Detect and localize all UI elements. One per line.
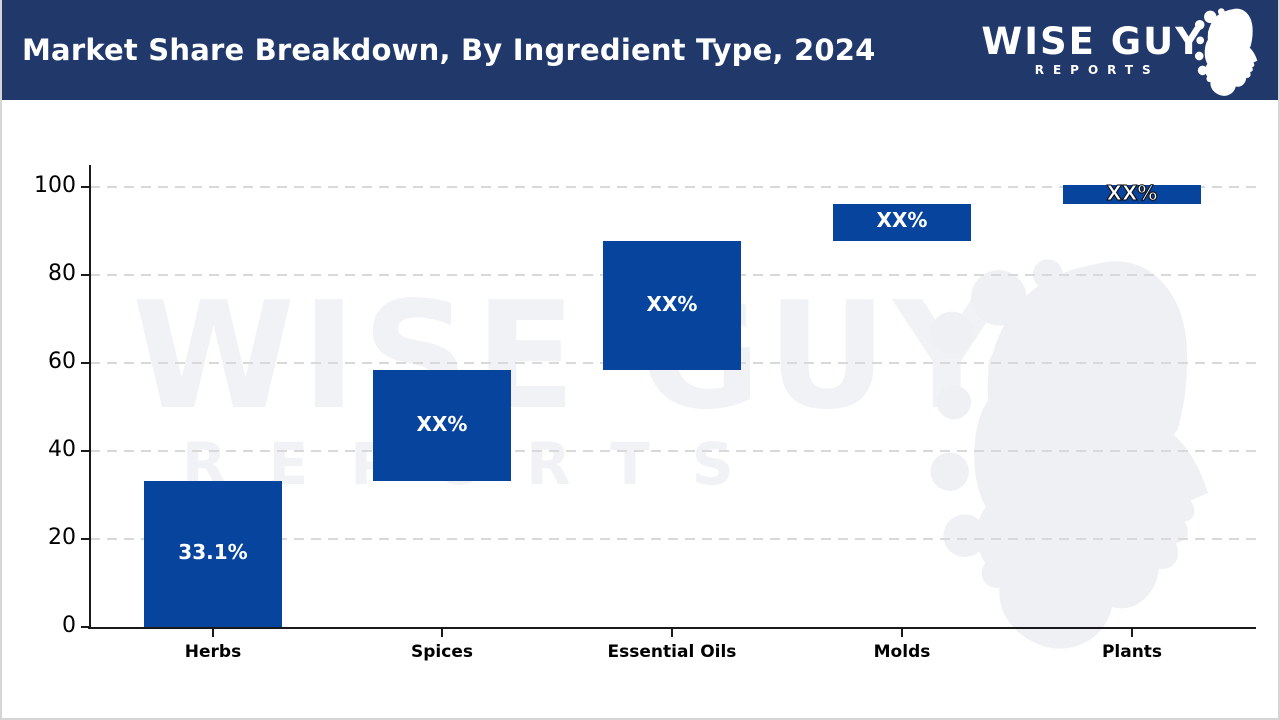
y-tick-mark	[81, 362, 89, 364]
x-axis-label-essential-oils: Essential Oils	[607, 642, 737, 662]
bar-herbs	[144, 481, 282, 627]
x-tick-mark	[441, 629, 443, 637]
y-tick-label: 40	[48, 437, 76, 462]
y-tick-label: 20	[48, 525, 76, 550]
chart-title: Market Share Breakdown, By Ingredient Ty…	[22, 33, 876, 67]
x-axis-label-herbs: Herbs	[184, 642, 242, 662]
watermark-text-line1: WISE GUY	[132, 270, 1007, 442]
x-axis-label-molds: Molds	[873, 642, 931, 662]
logo-wordmark-line1: WISE GUY	[981, 20, 1204, 63]
logo-wordmark-line2: REPORTS	[1034, 63, 1160, 77]
bar-spices	[373, 370, 511, 482]
chart-area: WISE GUY REPORTS 02040608010033.1%HerbsX…	[2, 100, 1278, 716]
logo-wordmark: WISE GUY REPORTS	[981, 23, 1204, 77]
x-tick-mark	[1131, 629, 1133, 637]
x-tick-mark	[901, 629, 903, 637]
y-tick-mark	[81, 186, 89, 188]
bar-value-label: XX%	[876, 208, 928, 233]
watermark-face-icon	[930, 259, 1208, 649]
gridline	[90, 538, 1256, 540]
y-tick-label: 60	[48, 349, 76, 374]
y-tick-mark	[81, 538, 89, 540]
bar-value-label: 33.1%	[178, 540, 248, 565]
y-axis-line	[89, 165, 91, 629]
y-tick-mark	[81, 274, 89, 276]
x-axis-line	[88, 627, 1256, 629]
bar-plants	[1063, 185, 1201, 205]
x-tick-mark	[671, 629, 673, 637]
header-bar: Market Share Breakdown, By Ingredient Ty…	[2, 0, 1278, 100]
gridline	[90, 186, 1256, 188]
y-tick-label: 100	[34, 173, 76, 198]
bar-essential-oils	[603, 240, 741, 371]
x-tick-mark	[212, 629, 214, 637]
x-axis-label-spices: Spices	[411, 642, 473, 662]
y-tick-mark	[81, 626, 89, 628]
y-tick-label: 0	[62, 613, 76, 638]
y-tick-mark	[81, 450, 89, 452]
logo-face-icon	[1194, 8, 1258, 96]
bar-value-label: XX%	[646, 291, 698, 316]
gridline	[90, 450, 1256, 452]
bar-molds	[833, 204, 971, 241]
y-tick-label: 80	[48, 261, 76, 286]
bar-value-label: XX%	[416, 411, 468, 436]
x-axis-label-plants: Plants	[1101, 642, 1163, 662]
wise-guy-logo: WISE GUY REPORTS	[981, 0, 1268, 100]
bar-value-label: XX%	[1106, 180, 1158, 205]
